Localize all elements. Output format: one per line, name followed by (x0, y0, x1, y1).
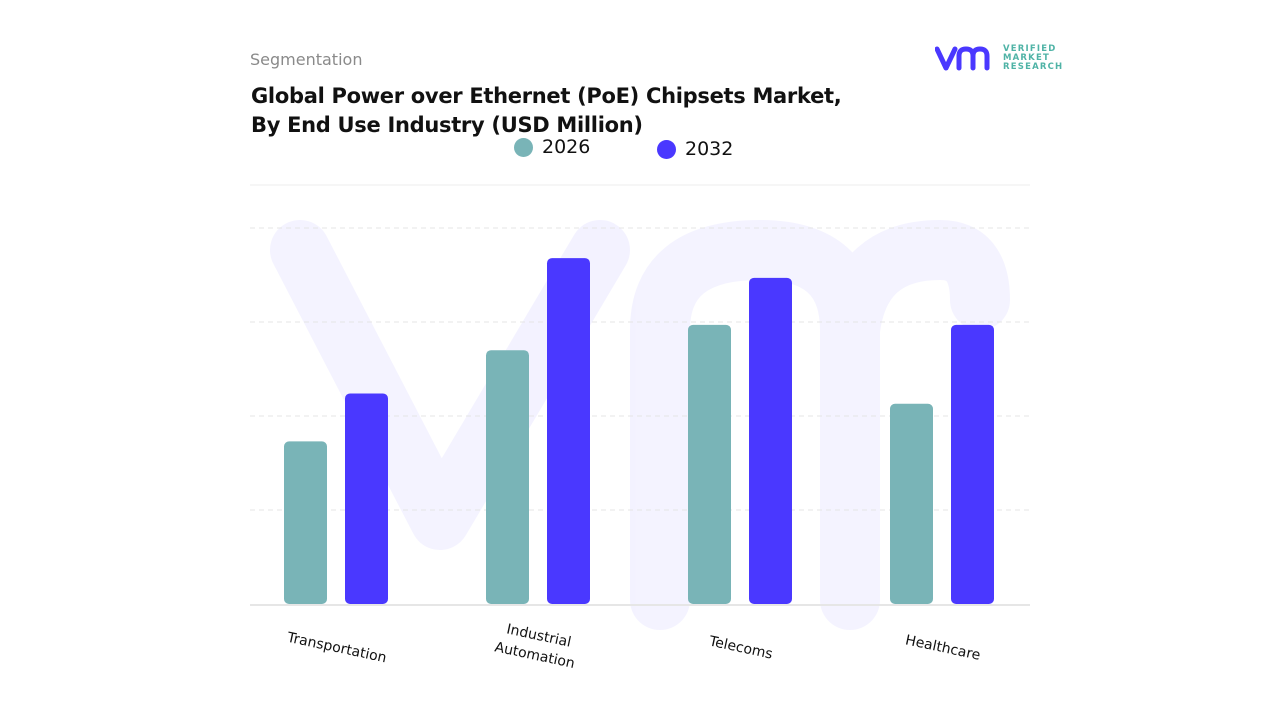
segment-label: Segmentation (250, 50, 363, 69)
legend-label: 2032 (685, 138, 734, 160)
x-tick-label-line: Telecoms (707, 633, 774, 662)
title-line-1: Global Power over Ethernet (PoE) Chipset… (251, 84, 842, 108)
legend-label: 2026 (542, 136, 591, 158)
x-tick-label: Transportation (285, 630, 388, 667)
logo-text-2: MARKET (1003, 52, 1050, 63)
bar-2032-healthcare (951, 324, 994, 604)
bar-2032-transportation (345, 393, 388, 604)
x-tick-label: Telecoms (707, 633, 774, 662)
x-tick-label-line: Transportation (285, 630, 388, 667)
watermark-logo (270, 219, 1010, 630)
x-tick-label-line: Healthcare (904, 632, 982, 664)
vmr-logo: VERIFIED MARKET RESEARCH (935, 44, 1063, 72)
logo-text-3: RESEARCH (1003, 61, 1064, 72)
legend-item-2026: 2026 (514, 136, 590, 158)
legend-swatch-2026 (514, 137, 533, 157)
bar-2026-telecoms (688, 324, 731, 604)
x-tick-label: Healthcare (904, 632, 982, 664)
bar-2026-transportation (284, 441, 327, 604)
logo-text-1: VERIFIED (1003, 43, 1057, 54)
legend-swatch-2032 (657, 139, 676, 159)
vmr-logo-icon (935, 46, 990, 71)
x-tick-label: IndustrialAutomation (493, 620, 580, 672)
bar-2032-telecoms (749, 277, 792, 604)
bar-2032-industrial-automation (547, 258, 590, 604)
bar-2026-industrial-automation (486, 350, 529, 604)
legend-item-2032: 2032 (657, 138, 733, 160)
title-line-2: By End Use Industry (USD Million) (251, 113, 643, 137)
bar-2026-healthcare (890, 403, 933, 604)
chart-title: Global Power over Ethernet (PoE) Chipset… (251, 82, 842, 140)
